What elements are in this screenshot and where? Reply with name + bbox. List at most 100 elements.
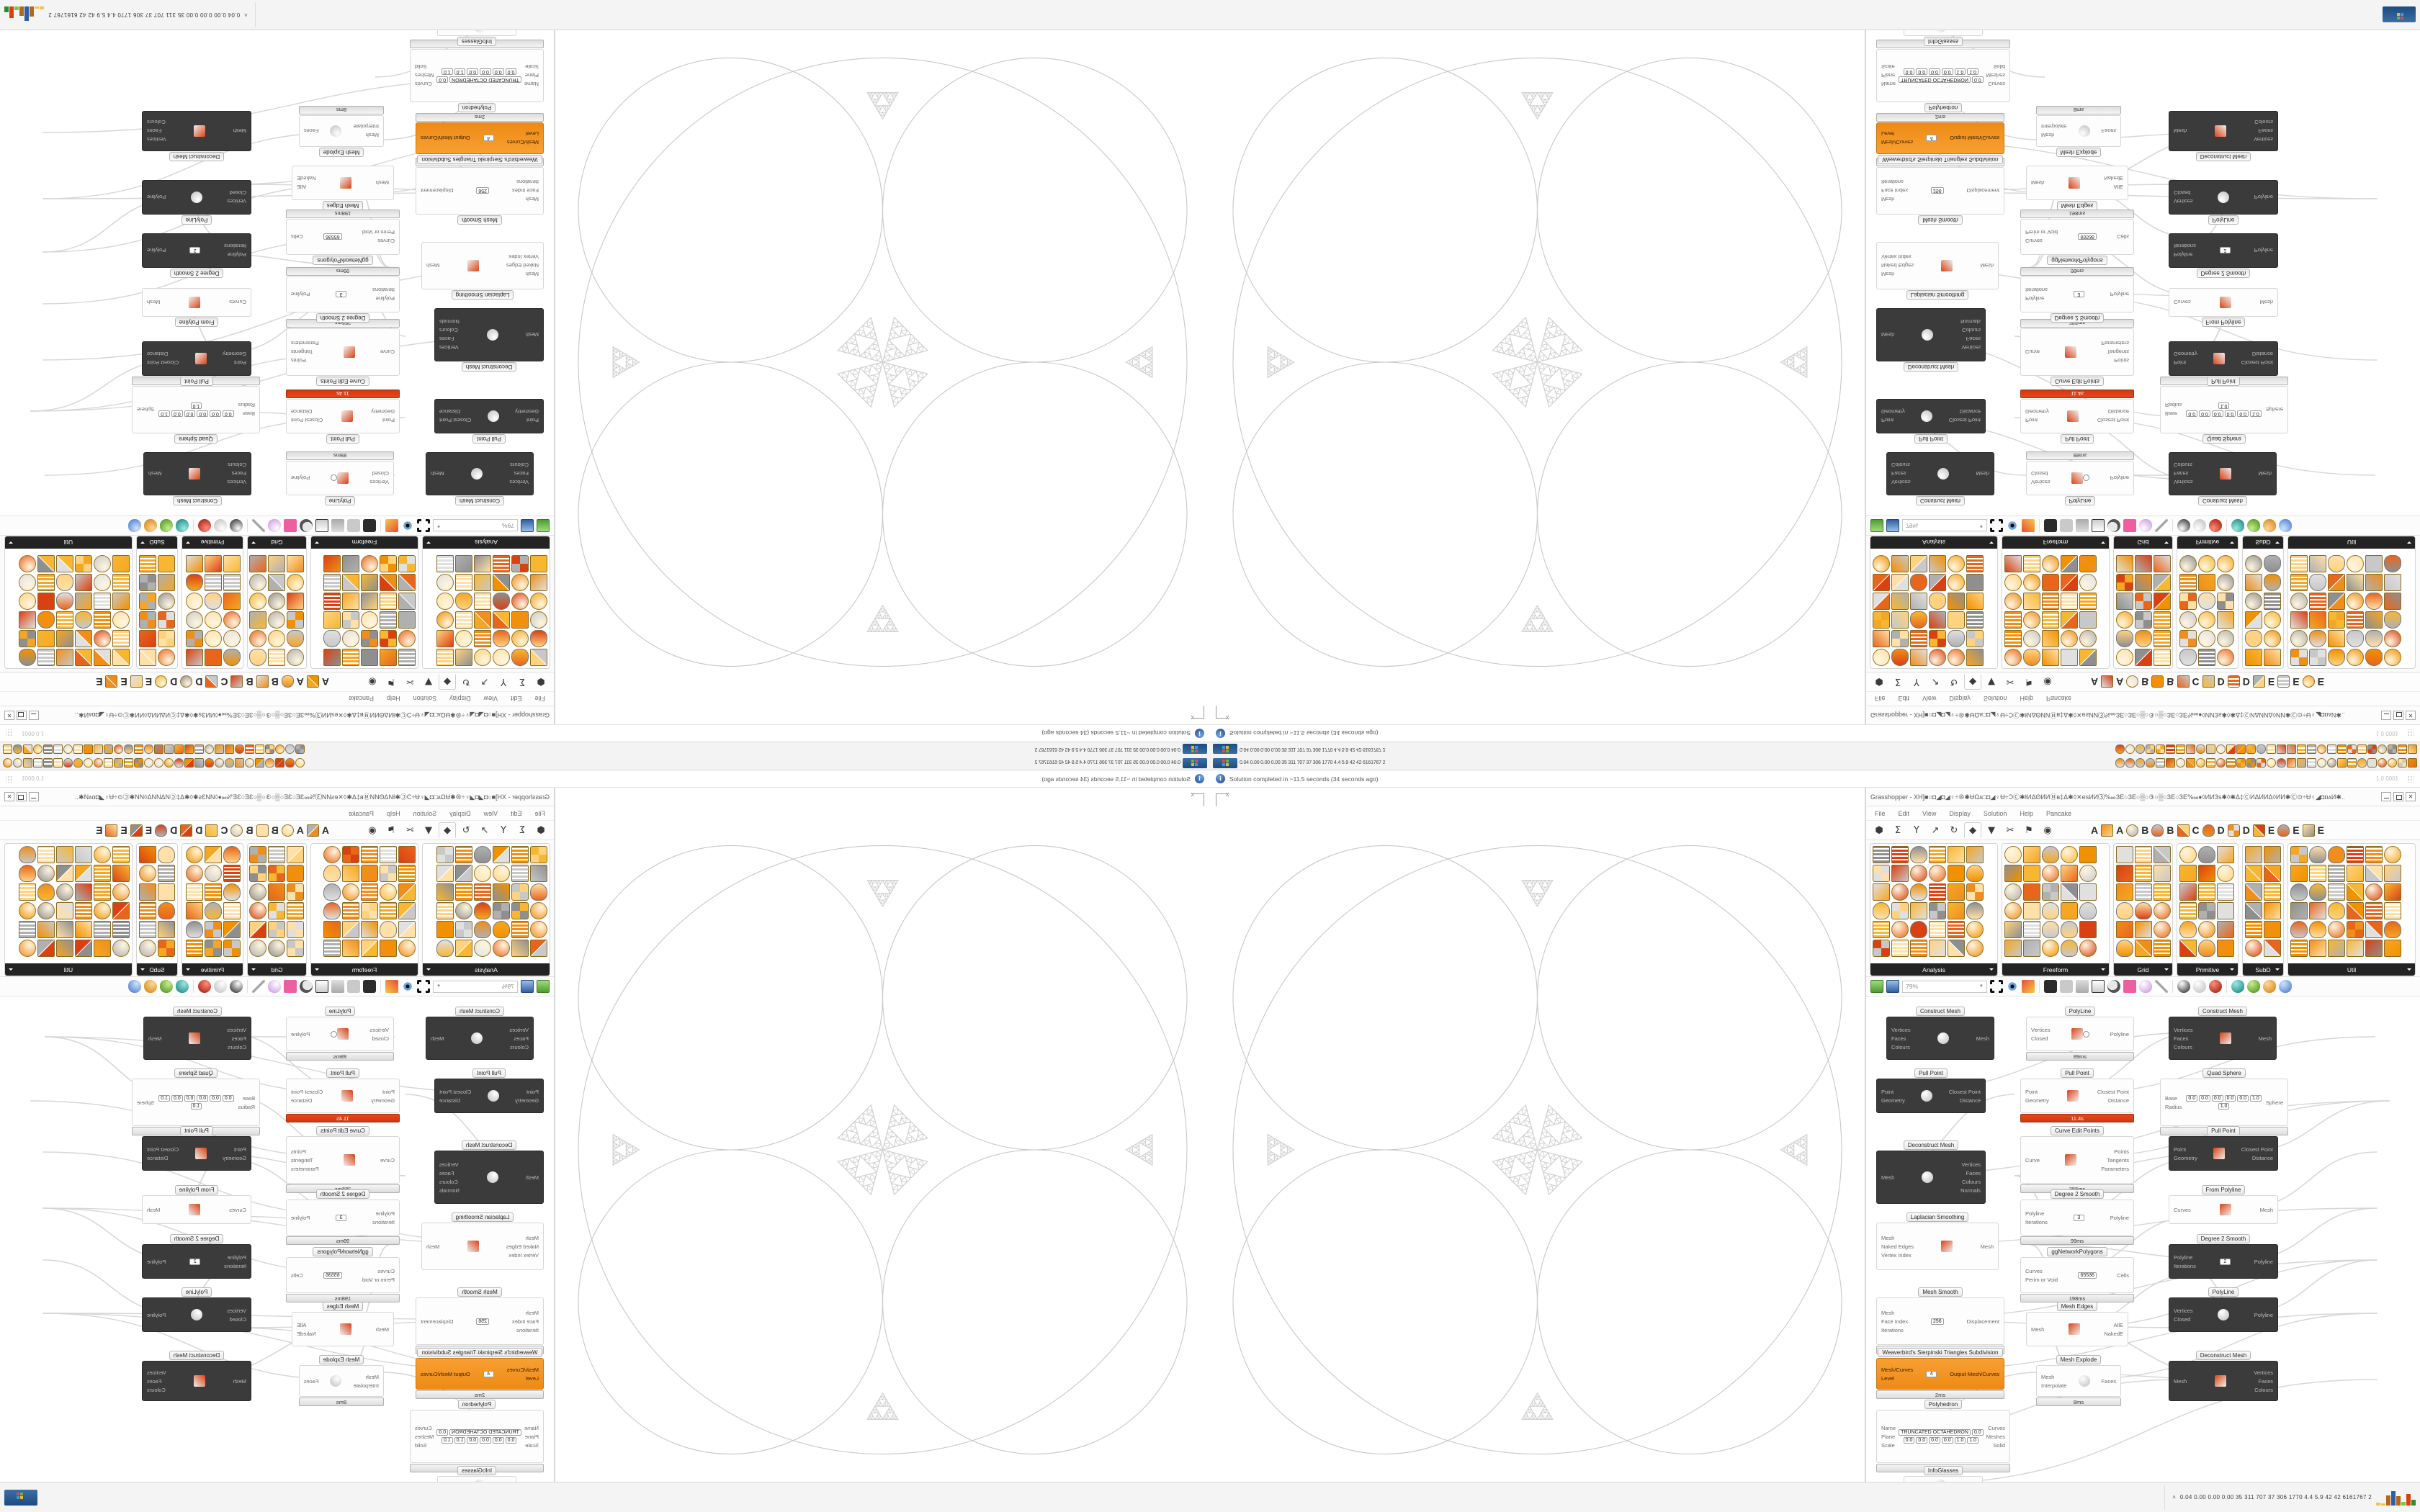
component-icon[interactable] xyxy=(1910,630,1927,647)
field-value[interactable]: 0.0 xyxy=(436,1429,449,1436)
grasshopper-canvas[interactable]: Construct Mesh Vertices Faces Colours Mesh Po… xyxy=(0,996,554,1500)
component-icon[interactable] xyxy=(56,883,73,901)
input-port-vertices[interactable]: Vertices xyxy=(369,479,389,486)
component-icon[interactable] xyxy=(530,846,547,863)
ribbon-panel-freeform[interactable]: Freeform xyxy=(2002,843,2110,976)
letter-D[interactable]: D xyxy=(2217,676,2225,688)
input-port-faces[interactable]: Faces xyxy=(2174,470,2189,477)
field-value[interactable]: 1.0 xyxy=(1967,1437,1979,1444)
component-icon[interactable] xyxy=(2061,865,2078,882)
component-mesh-smooth[interactable]: Mesh Smooth Mesh Face Index Iterations 256 Di… xyxy=(416,1287,544,1354)
output-port-mesh[interactable]: Mesh xyxy=(1976,1035,1989,1042)
component-icon[interactable] xyxy=(2079,921,2097,938)
output-port-distance[interactable]: Distance xyxy=(1959,1097,1981,1104)
component-icon[interactable] xyxy=(1948,921,1965,938)
component-weaverbird-s-sierpinski-triangles-subdivision[interactable]: Weaverbird's Sierpinski Triangles Subdiv… xyxy=(1876,113,2004,164)
input-port-polyline[interactable]: Polyline xyxy=(2025,1210,2045,1217)
component-icon[interactable] xyxy=(2328,921,2345,938)
component-curve-edit-points[interactable]: Curve Edit Points Curve Points Tangents Para… xyxy=(2020,1126,2134,1193)
tray-icon[interactable] xyxy=(2267,758,2276,768)
output-ports[interactable]: Polyline xyxy=(291,1215,310,1221)
component-icon[interactable] xyxy=(2061,574,2078,591)
component-name[interactable]: Deconstruct Mesh xyxy=(169,1351,225,1360)
component-icon[interactable] xyxy=(1929,940,1946,957)
component-icon[interactable] xyxy=(1966,883,1984,901)
output-ports[interactable]: Polyline xyxy=(2110,1031,2129,1038)
component-icon[interactable] xyxy=(94,921,111,938)
blob-green-icon[interactable] xyxy=(160,980,173,993)
output-port-colours[interactable]: Colours xyxy=(1962,1178,1981,1185)
component-icon[interactable] xyxy=(2365,865,2383,882)
sphere-dark-icon[interactable] xyxy=(230,980,243,993)
menu-item-help[interactable]: Help xyxy=(2020,695,2033,703)
tray-icon[interactable] xyxy=(2166,744,2175,754)
field-value[interactable]: 1.0 xyxy=(454,68,466,75)
output-ports[interactable]: Curves Meshes Solid xyxy=(415,64,434,88)
input-ports[interactable]: Mesh/Curves Level xyxy=(507,1367,539,1382)
resize-grip[interactable] xyxy=(6,775,13,783)
component-icon[interactable] xyxy=(398,630,416,647)
component-icon[interactable] xyxy=(1948,649,1965,666)
component-icon[interactable] xyxy=(37,883,55,901)
output-ports[interactable]: Closest Point Distance xyxy=(147,351,179,366)
input-port-interpolate[interactable]: Interpolate xyxy=(353,1382,379,1389)
input-port-plane[interactable]: Plane xyxy=(524,1433,539,1440)
component-icon[interactable] xyxy=(75,630,92,647)
output-port-polyline[interactable]: Polyline xyxy=(291,1030,310,1038)
plugin-icon-4[interactable] xyxy=(205,675,218,688)
output-port-alle[interactable]: AllE xyxy=(2113,184,2123,191)
minimize-button[interactable] xyxy=(29,711,39,720)
component-icon[interactable] xyxy=(455,555,472,572)
component-icon[interactable] xyxy=(1891,611,1909,629)
input-ports[interactable]: Base Radius xyxy=(2165,402,2182,418)
component-icon[interactable] xyxy=(186,555,203,572)
component-weaverbird-s-sierpinski-triangles-subdivision[interactable]: Weaverbird's Sierpinski Triangles Subdiv… xyxy=(416,113,544,164)
input-port-vertices[interactable]: Vertices xyxy=(2031,1026,2051,1033)
tray-icon[interactable] xyxy=(94,744,103,754)
tray-icon[interactable] xyxy=(2206,758,2215,768)
component-icon[interactable] xyxy=(2198,555,2215,572)
ribbon-panel-util[interactable]: Util xyxy=(2287,843,2416,976)
tray-icon[interactable] xyxy=(2357,744,2367,754)
component-body[interactable]: Curves Mesh xyxy=(142,288,251,317)
gift-icon[interactable] xyxy=(2123,980,2136,993)
component-icon[interactable] xyxy=(94,865,111,882)
component-degree-2-smooth[interactable]: Degree 2 Smooth Polyline Iterations 3 Polyli… xyxy=(2020,1189,2134,1245)
component-polyhedron[interactable]: Polyhedron Name Plane Scale TRUNCATED OCTAHE… xyxy=(1876,40,2010,112)
component-icon[interactable] xyxy=(205,883,222,901)
input-port-iterations[interactable]: Iterations xyxy=(224,243,246,250)
field-value[interactable]: 1.0 xyxy=(2218,402,2230,409)
component-icon[interactable] xyxy=(75,593,92,610)
component-icon[interactable] xyxy=(2004,902,2022,919)
expand-caret-icon[interactable]: ˄ xyxy=(2172,1494,2176,1500)
plugin-icon-3[interactable] xyxy=(2177,675,2190,688)
tray-icon[interactable] xyxy=(2136,744,2145,754)
component-icon[interactable] xyxy=(2116,902,2133,919)
start-button[interactable] xyxy=(1183,744,1207,755)
output-port-closest-point[interactable]: Closest Point xyxy=(1948,417,1981,424)
component-fields[interactable]: 65536 xyxy=(2078,233,2097,240)
component-icon[interactable] xyxy=(287,574,304,591)
preview-eye-icon[interactable] xyxy=(2006,519,2019,532)
tray-icon[interactable] xyxy=(2307,758,2316,768)
letter-D[interactable]: D xyxy=(2242,676,2250,688)
input-port-vertices[interactable]: Vertices xyxy=(2174,1026,2193,1033)
input-port-vertices[interactable]: Vertices xyxy=(2031,479,2051,486)
tray-icon[interactable] xyxy=(2287,744,2296,754)
component-icon[interactable] xyxy=(493,883,510,901)
tray-icon[interactable] xyxy=(275,744,284,754)
input-port-interpolate[interactable]: Interpolate xyxy=(2041,123,2067,130)
component-icon[interactable] xyxy=(287,846,304,863)
component-icon[interactable] xyxy=(530,902,547,919)
input-port-scale[interactable]: Scale xyxy=(1881,1441,1895,1449)
tray-icon[interactable] xyxy=(285,758,295,768)
component-deconstruct-mesh[interactable]: Deconstruct Mesh Mesh Vertices Faces Colours xyxy=(2169,1351,2278,1401)
ribbon-category-row[interactable]: ⬢ Σ Υ ↗ ↻ ◆ ▼ ✂ ⚑ ◉ A A B B C D D E E E xyxy=(0,821,554,840)
gift-icon[interactable] xyxy=(284,980,297,993)
field-value[interactable]: 1.0 xyxy=(454,1437,466,1444)
ribbon-tab-util[interactable]: Util xyxy=(2288,536,2415,549)
letter-A[interactable]: A xyxy=(321,676,329,688)
component-from-polyline[interactable]: From Polyline Curves Mesh xyxy=(2169,288,2278,327)
tray-icon[interactable] xyxy=(2398,758,2407,768)
component-name[interactable]: Laplacian Smoothing xyxy=(1906,290,1969,300)
